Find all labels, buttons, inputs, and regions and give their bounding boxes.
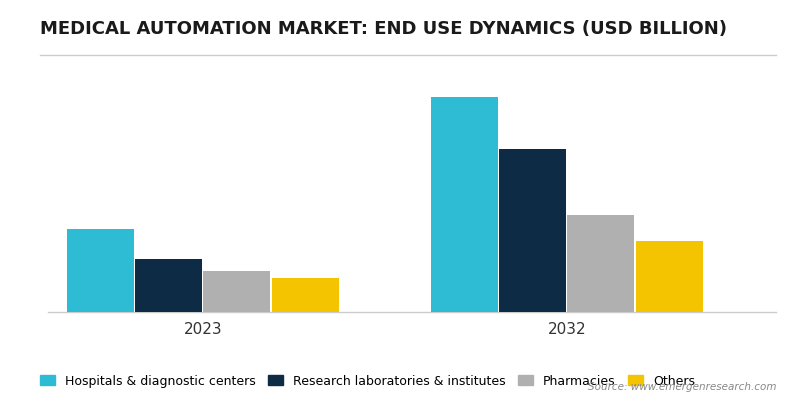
Bar [636, 241, 702, 312]
Bar [431, 97, 498, 312]
Bar [567, 215, 634, 312]
Text: MEDICAL AUTOMATION MARKET: END USE DYNAMICS (USD BILLION): MEDICAL AUTOMATION MARKET: END USE DYNAM… [40, 20, 727, 38]
Bar [272, 278, 338, 312]
Bar [135, 259, 202, 312]
Bar [203, 271, 270, 312]
Legend: Hospitals & diagnostic centers, Research laboratories & institutes, Pharmacies, : Hospitals & diagnostic centers, Research… [40, 374, 695, 388]
Bar [499, 149, 566, 312]
Text: Source: www.emergenresearch.com: Source: www.emergenresearch.com [587, 382, 776, 392]
Bar [67, 229, 134, 312]
